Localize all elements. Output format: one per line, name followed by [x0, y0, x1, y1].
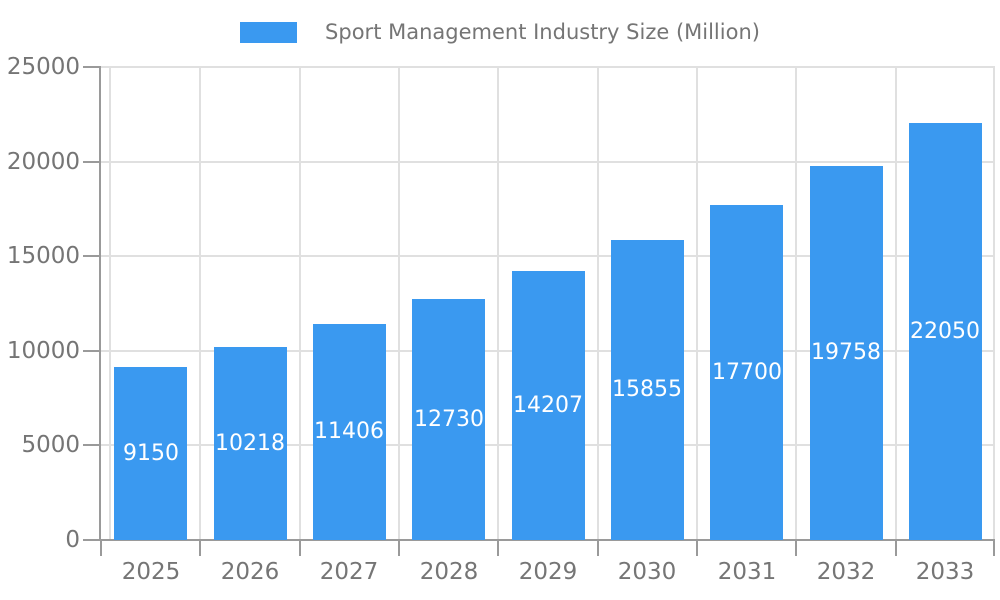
bar-2027 [313, 324, 386, 540]
x-tick-label: 2026 [220, 559, 280, 585]
bar-2028 [412, 299, 485, 540]
gridline-x-3 [398, 67, 400, 540]
bar-value-label: 17700 [712, 360, 782, 385]
gridline-x-0 [109, 67, 111, 540]
y-tick [83, 255, 101, 257]
bar-value-label: 9150 [123, 441, 179, 466]
gridline-x-8 [895, 67, 897, 540]
x-tick-label: 2030 [617, 559, 677, 585]
x-tick-label: 2031 [717, 559, 777, 585]
bar-value-label: 22050 [910, 319, 980, 344]
gridline-y-25000 [101, 66, 995, 68]
x-tick [993, 540, 995, 556]
x-tick [299, 540, 301, 556]
x-tick [696, 540, 698, 556]
y-tick-label: 15000 [6, 243, 80, 269]
plot-right-border [993, 67, 995, 540]
y-tick-label: 20000 [6, 149, 80, 175]
bar-2026 [214, 347, 287, 540]
bar-value-label: 15855 [612, 377, 682, 402]
bar-value-label: 14207 [513, 393, 583, 418]
y-tick-label: 25000 [6, 54, 80, 80]
y-tick-label: 10000 [6, 338, 80, 364]
gridline-x-5 [597, 67, 599, 540]
gridline-x-7 [795, 67, 797, 540]
bar-value-label: 11406 [314, 419, 384, 444]
gridline-x-1 [199, 67, 201, 540]
bar-value-label: 10218 [215, 431, 285, 456]
x-tick-label: 2029 [518, 559, 578, 585]
chart-title: Sport Management Industry Size (Million) [325, 20, 760, 44]
x-tick-label: 2032 [816, 559, 876, 585]
x-tick [398, 540, 400, 556]
gridline-y-20000 [101, 161, 995, 163]
bar-2025 [114, 367, 187, 540]
x-tick [597, 540, 599, 556]
y-tick [83, 161, 101, 163]
x-tick [100, 540, 102, 556]
legend: Sport Management Industry Size (Million) [0, 20, 1000, 44]
gridline-x-6 [696, 67, 698, 540]
bar-2033 [909, 123, 982, 540]
y-tick [83, 444, 101, 446]
y-tick [83, 350, 101, 352]
x-tick [795, 540, 797, 556]
x-tick-label: 2027 [319, 559, 379, 585]
y-axis-line [99, 67, 101, 540]
x-tick [497, 540, 499, 556]
gridline-y-15000 [101, 255, 995, 257]
y-tick-label: 0 [65, 527, 80, 553]
x-tick-label: 2025 [121, 559, 181, 585]
legend-swatch [240, 21, 298, 43]
gridline-x-2 [299, 67, 301, 540]
bar-value-label: 19758 [811, 340, 881, 365]
bar-value-label: 12730 [414, 407, 484, 432]
gridline-x-4 [497, 67, 499, 540]
x-tick-label: 2028 [419, 559, 479, 585]
y-tick [83, 66, 101, 68]
bar-2029 [512, 271, 585, 540]
x-tick [199, 540, 201, 556]
bar-2030 [611, 240, 684, 540]
bar-2031 [710, 205, 783, 540]
x-tick-label: 2033 [915, 559, 975, 585]
bar-2032 [810, 166, 883, 540]
y-tick-label: 5000 [21, 432, 80, 458]
x-tick [895, 540, 897, 556]
x-axis-line [83, 539, 995, 541]
